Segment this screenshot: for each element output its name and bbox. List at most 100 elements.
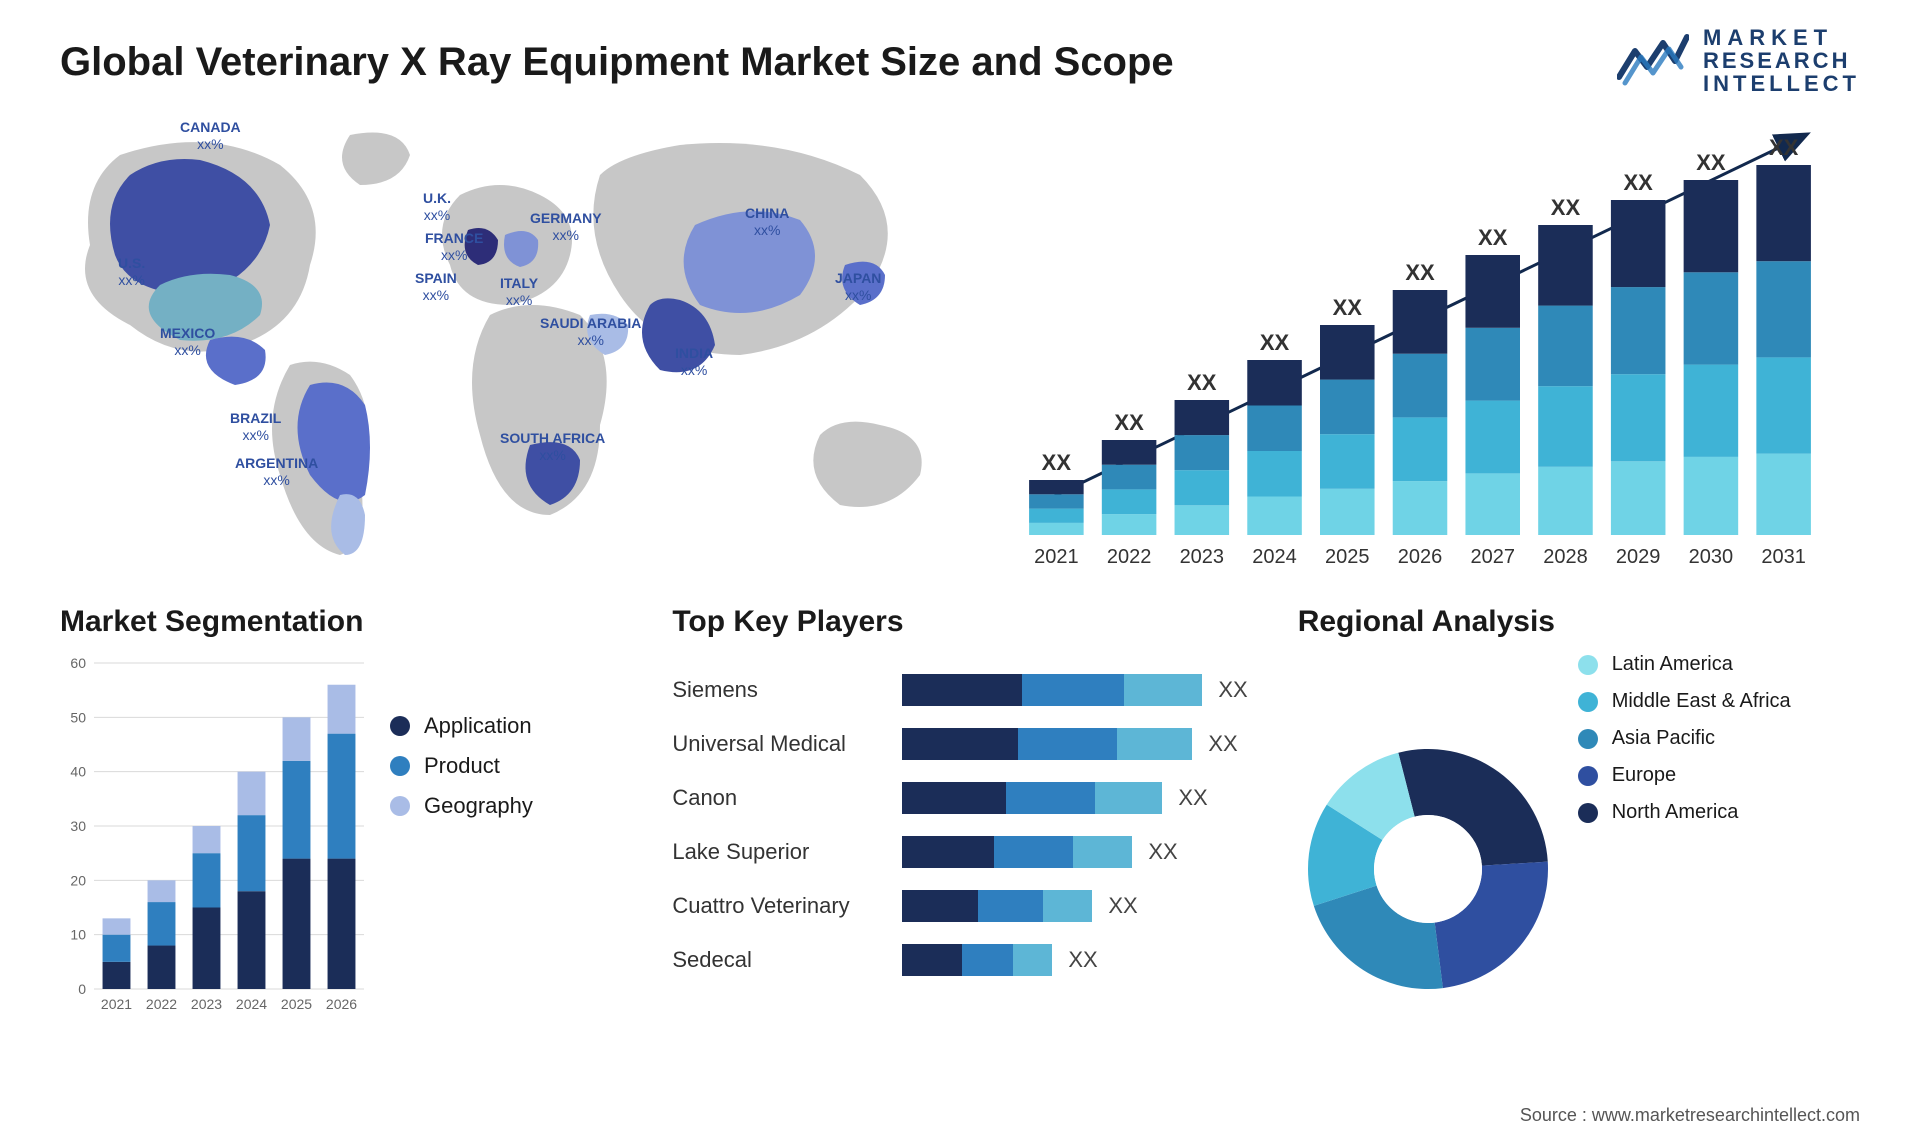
legend-dot-icon [1578,766,1598,786]
player-bar-row: XX [902,663,1247,717]
legend-item: Product [390,753,533,779]
legend-dot-icon [1578,692,1598,712]
svg-text:2024: 2024 [236,996,267,1012]
player-bar-segment [902,944,962,976]
player-bar-segment [1124,674,1202,706]
svg-text:60: 60 [70,655,86,671]
regional-section: Regional Analysis Latin AmericaMiddle Ea… [1298,605,1860,1085]
svg-text:2030: 2030 [1689,546,1734,568]
growth-chart: XX 2021 XX 2022 XX 2023 XX 2024 XX 2025 XX 2026 XX 20… [1010,115,1860,575]
svg-text:2029: 2029 [1616,546,1661,568]
svg-text:XX: XX [1696,150,1726,175]
svg-text:40: 40 [70,764,86,780]
svg-text:2023: 2023 [191,996,222,1012]
svg-text:2028: 2028 [1543,546,1588,568]
key-players-section: Top Key Players SiemensUniversal Medical… [672,605,1247,1085]
svg-text:2025: 2025 [281,996,312,1012]
player-bar-value: XX [1108,893,1137,919]
player-name: Universal Medical [672,717,902,771]
player-bar-row: XX [902,717,1247,771]
svg-text:2021: 2021 [1034,546,1079,568]
key-players-title: Top Key Players [672,605,1247,639]
svg-text:2031: 2031 [1761,546,1806,568]
player-bar-segment [1022,674,1124,706]
page-title: Global Veterinary X Ray Equipment Market… [60,40,1860,85]
legend-label: Geography [424,793,533,819]
player-bar-segment [1018,728,1117,760]
svg-text:XX: XX [1478,225,1508,250]
svg-text:XX: XX [1187,370,1217,395]
svg-text:XX: XX [1769,135,1799,160]
player-bar-segment [1013,944,1052,976]
svg-text:2022: 2022 [146,996,177,1012]
player-bar-segment [1073,836,1133,868]
regional-legend: Latin America Middle East & Africa Asia Pa… [1558,653,1860,1085]
player-bar-segment [902,890,978,922]
player-bar-segment [902,836,994,868]
key-players-names: SiemensUniversal MedicalCanonLake Superi… [672,653,902,1085]
segmentation-section: Market Segmentation 01020304050602021202… [60,605,622,1085]
svg-text:2026: 2026 [1398,546,1443,568]
legend-item: Middle East & Africa [1578,690,1860,713]
svg-text:XX: XX [1333,295,1363,320]
svg-text:XX: XX [1624,170,1654,195]
legend-dot-icon [1578,729,1598,749]
svg-text:XX: XX [1114,410,1144,435]
legend-label: Middle East & Africa [1612,690,1791,713]
player-bar-value: XX [1148,839,1177,865]
legend-item: Latin America [1578,653,1860,676]
source-attribution: Source : www.marketresearchintellect.com [1520,1105,1860,1126]
legend-dot-icon [390,716,410,736]
svg-text:50: 50 [70,709,86,725]
segmentation-title: Market Segmentation [60,605,622,639]
svg-text:10: 10 [70,927,86,943]
legend-item: Geography [390,793,533,819]
player-bar-row: XX [902,933,1247,987]
player-bar-segment [902,782,1006,814]
brand-logo: MARKET RESEARCH INTELLECT [1617,26,1860,95]
player-bar-row: XX [902,825,1247,879]
player-bar-segment [1006,782,1094,814]
svg-text:2023: 2023 [1180,546,1225,568]
world-map: CANADAxx%U.S.xx%MEXICOxx%BRAZILxx%ARGENT… [60,115,960,575]
player-name: Sedecal [672,933,902,987]
svg-text:2025: 2025 [1325,546,1370,568]
legend-dot-icon [390,796,410,816]
svg-text:2021: 2021 [101,996,132,1012]
legend-label: North America [1612,801,1739,824]
player-bar-segment [978,890,1043,922]
player-bar-segment [962,944,1013,976]
svg-text:2027: 2027 [1470,546,1515,568]
legend-item: Asia Pacific [1578,727,1860,750]
player-bar-segment [902,674,1022,706]
segmentation-legend: Application Product Geography [370,653,533,1085]
svg-text:XX: XX [1405,260,1435,285]
legend-item: Europe [1578,764,1860,787]
logo-mark-icon [1617,33,1689,89]
legend-dot-icon [390,756,410,776]
svg-text:XX: XX [1551,195,1581,220]
player-name: Canon [672,771,902,825]
legend-label: Application [424,713,532,739]
legend-item: North America [1578,801,1860,824]
key-players-bars: XX XX XX XX XX XX [902,653,1247,1085]
player-name: Cuattro Veterinary [672,879,902,933]
player-bar-row: XX [902,771,1247,825]
svg-text:0: 0 [78,981,86,997]
svg-text:2024: 2024 [1252,546,1297,568]
player-bar-row: XX [902,879,1247,933]
svg-text:2022: 2022 [1107,546,1152,568]
regional-donut [1298,653,1558,1085]
legend-label: Europe [1612,764,1677,787]
player-bar-value: XX [1218,677,1247,703]
svg-text:XX: XX [1042,450,1072,475]
svg-text:XX: XX [1260,330,1290,355]
svg-text:30: 30 [70,818,86,834]
legend-dot-icon [1578,803,1598,823]
logo-text-3: INTELLECT [1703,72,1860,95]
player-bar-segment [1117,728,1192,760]
player-bar-value: XX [1178,785,1207,811]
world-map-svg [60,115,960,575]
player-bar-value: XX [1208,731,1237,757]
segmentation-chart: 0102030405060202120222023202420252026 [60,653,370,1013]
